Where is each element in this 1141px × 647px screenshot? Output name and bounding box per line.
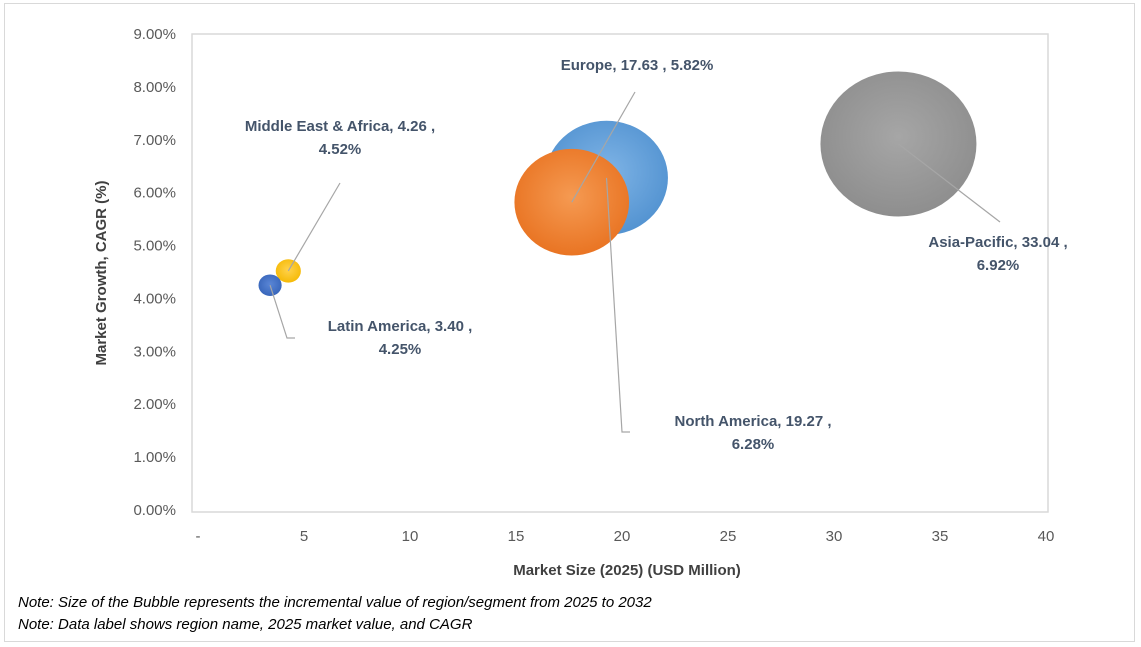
x-tick-label: 35 xyxy=(932,528,949,545)
y-tick-label: 4.00% xyxy=(133,290,176,307)
note-bubble-size: Note: Size of the Bubble represents the … xyxy=(18,594,652,611)
x-tick-label: 5 xyxy=(300,528,308,545)
leader-line xyxy=(287,182,341,272)
y-tick-label: 6.00% xyxy=(133,185,176,202)
leader-line xyxy=(571,91,636,203)
bubble-asia-pacific xyxy=(820,71,977,217)
x-tick-label: 20 xyxy=(614,528,631,545)
x-tick-label: 15 xyxy=(508,528,525,545)
y-tick-label: 3.00% xyxy=(133,343,176,360)
data-label: 6.92% xyxy=(977,257,1020,274)
x-tick-label: - xyxy=(196,528,201,545)
data-label: Europe, 17.63 , 5.82% xyxy=(561,57,714,74)
data-labels: Asia-Pacific, 33.04 , 6.92% North America,… xyxy=(245,57,1068,453)
y-tick-label: 1.00% xyxy=(133,449,176,466)
plot-area xyxy=(191,33,1049,513)
y-tick-label: 9.00% xyxy=(133,26,176,43)
note-data-label: Note: Data label shows region name, 2025… xyxy=(18,616,473,633)
chart-notes: Note: Size of the Bubble represents the … xyxy=(18,592,652,636)
data-label: 6.28% xyxy=(732,436,775,453)
y-tick-label: 8.00% xyxy=(133,79,176,96)
x-tick-label: 30 xyxy=(826,528,843,545)
x-tick-label: 40 xyxy=(1038,528,1055,545)
data-label: Latin America, 3.40 , xyxy=(328,318,473,335)
bubble-middle-east-africa xyxy=(275,259,301,283)
data-label: 4.25% xyxy=(379,341,422,358)
data-label: Asia-Pacific, 33.04 , xyxy=(928,234,1067,251)
leader-line xyxy=(269,285,295,339)
y-tick-label: 7.00% xyxy=(133,132,176,149)
y-tick-label: 2.00% xyxy=(133,396,176,413)
leader-line xyxy=(898,143,1001,223)
y-tick-label: 0.00% xyxy=(133,502,176,519)
y-tick-label: 5.00% xyxy=(133,238,176,255)
data-label: North America, 19.27 , xyxy=(674,413,831,430)
y-axis-title: Market Growth, CAGR (%) xyxy=(93,180,110,365)
data-label: Middle East & Africa, 4.26 , xyxy=(245,118,435,135)
data-label: 4.52% xyxy=(319,141,362,158)
leader-lines xyxy=(269,91,1001,433)
y-axis-ticks: 0.00% 1.00% 2.00% 3.00% 4.00% 5.00% 6.00% 7.00%… xyxy=(133,26,176,519)
x-tick-label: 10 xyxy=(402,528,419,545)
x-axis-title: Market Size (2025) (USD Million) xyxy=(513,562,741,579)
x-axis-ticks: - 5 10 15 20 25 30 35 40 xyxy=(196,528,1055,545)
x-tick-label: 25 xyxy=(720,528,737,545)
leader-line xyxy=(605,177,630,433)
bubbles xyxy=(258,71,977,296)
